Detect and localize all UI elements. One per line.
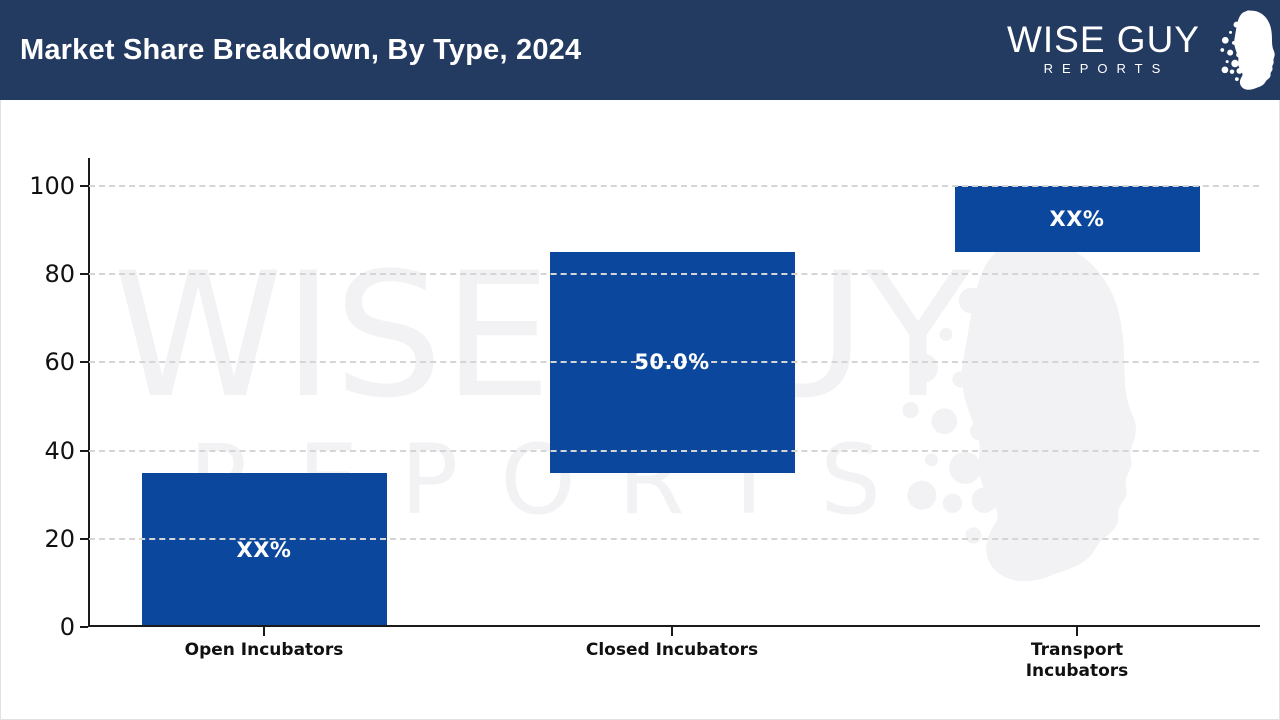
header-band: Market Share Breakdown, By Type, 2024 WI…	[0, 0, 1280, 100]
gridline	[89, 273, 1259, 276]
bar-value-label: XX%	[1049, 207, 1105, 232]
y-tick-label: 40	[44, 436, 75, 465]
y-axis-tick	[80, 626, 88, 628]
y-tick-label: 20	[44, 524, 75, 553]
gridline	[89, 537, 1259, 540]
y-axis-tick	[80, 361, 88, 364]
x-axis-line	[88, 625, 1260, 627]
x-axis-label: Transport Incubators	[1025, 640, 1129, 681]
y-tick-label: 0	[59, 613, 75, 641]
x-axis-label: Closed Incubators	[585, 640, 759, 660]
y-axis-tick	[80, 537, 88, 540]
chart-canvas: WISE GUY REPORTS 0 20 40 60 80 100 XX% 50.0% XX%…	[0, 100, 1280, 720]
x-axis-label: Open Incubators	[184, 640, 344, 660]
x-axis-tick	[671, 627, 673, 636]
dotted-face-icon	[1220, 10, 1275, 90]
y-tick-label: 100	[29, 172, 75, 200]
page-title: Market Share Breakdown, By Type, 2024	[20, 33, 582, 66]
brand-logo: WISE GUY REPORTS	[1007, 0, 1280, 100]
bar-value-label: XX%	[236, 537, 292, 562]
y-axis-tick	[80, 185, 88, 187]
x-axis-tick	[263, 627, 265, 636]
brand-subname: REPORTS	[1043, 61, 1170, 76]
y-axis-tick	[80, 449, 88, 452]
bar-value-label: 50.0%	[634, 350, 710, 375]
y-axis-spine	[88, 158, 90, 627]
x-axis-tick	[1076, 627, 1078, 636]
gridline	[89, 361, 1259, 364]
y-tick-label: 60	[44, 348, 75, 377]
y-axis-tick	[80, 273, 88, 276]
brand-name: WISE GUY	[1006, 19, 1200, 60]
gridline	[89, 449, 1259, 452]
y-tick-label: 80	[44, 260, 75, 289]
bar-open-incubators	[141, 472, 387, 627]
gridline	[89, 185, 1259, 187]
bar-transport-incubators	[954, 186, 1200, 253]
brand-logo-text: WISE GUY REPORTS	[1006, 19, 1200, 76]
watermark-brand-text: WISE GUY	[113, 235, 971, 436]
